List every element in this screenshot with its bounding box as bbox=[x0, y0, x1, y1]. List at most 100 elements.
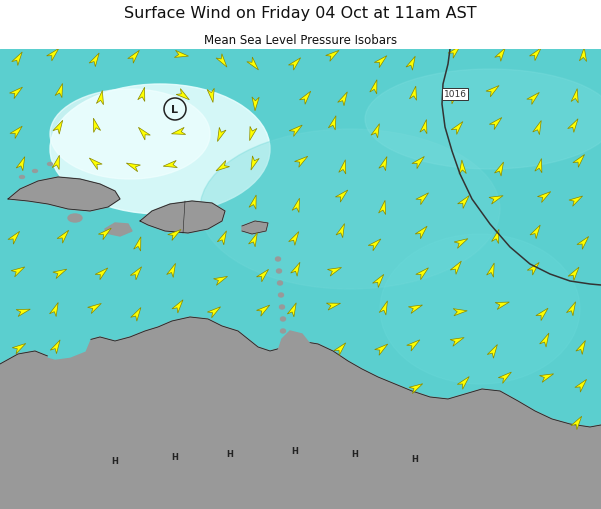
Polygon shape bbox=[171, 128, 186, 135]
Polygon shape bbox=[8, 178, 120, 212]
Polygon shape bbox=[448, 47, 460, 59]
Polygon shape bbox=[0, 318, 601, 509]
Polygon shape bbox=[328, 268, 341, 276]
Polygon shape bbox=[50, 340, 60, 354]
Polygon shape bbox=[251, 157, 259, 171]
Polygon shape bbox=[540, 333, 549, 347]
Polygon shape bbox=[89, 54, 99, 68]
Ellipse shape bbox=[189, 393, 195, 397]
Polygon shape bbox=[536, 308, 548, 321]
Polygon shape bbox=[168, 230, 181, 241]
Polygon shape bbox=[289, 126, 302, 137]
Polygon shape bbox=[489, 196, 503, 205]
Polygon shape bbox=[130, 308, 141, 322]
Polygon shape bbox=[16, 309, 30, 317]
Polygon shape bbox=[495, 49, 505, 62]
Polygon shape bbox=[257, 305, 270, 317]
Polygon shape bbox=[492, 230, 499, 244]
Polygon shape bbox=[326, 51, 339, 62]
Polygon shape bbox=[374, 345, 388, 356]
Polygon shape bbox=[138, 128, 150, 140]
Polygon shape bbox=[335, 191, 348, 203]
Polygon shape bbox=[486, 87, 499, 98]
Polygon shape bbox=[140, 202, 225, 234]
Polygon shape bbox=[126, 164, 141, 173]
Polygon shape bbox=[172, 300, 183, 314]
Polygon shape bbox=[138, 88, 145, 102]
Polygon shape bbox=[576, 341, 585, 355]
Polygon shape bbox=[527, 93, 539, 105]
Text: Surface Wind on Friday 04 Oct at 11am AST: Surface Wind on Friday 04 Oct at 11am AS… bbox=[124, 7, 477, 21]
Ellipse shape bbox=[177, 391, 183, 395]
Ellipse shape bbox=[165, 389, 171, 393]
Polygon shape bbox=[416, 268, 429, 280]
Polygon shape bbox=[571, 90, 578, 104]
Polygon shape bbox=[571, 416, 582, 430]
Ellipse shape bbox=[278, 293, 284, 297]
Polygon shape bbox=[218, 232, 227, 245]
Ellipse shape bbox=[290, 383, 299, 390]
Text: H: H bbox=[291, 446, 299, 456]
Polygon shape bbox=[328, 117, 336, 131]
Ellipse shape bbox=[302, 387, 308, 391]
Polygon shape bbox=[498, 373, 511, 384]
Polygon shape bbox=[368, 239, 381, 251]
Polygon shape bbox=[249, 233, 257, 247]
Polygon shape bbox=[339, 160, 346, 175]
Polygon shape bbox=[48, 334, 90, 359]
Ellipse shape bbox=[380, 235, 580, 384]
Polygon shape bbox=[336, 224, 344, 238]
Polygon shape bbox=[8, 232, 20, 245]
Polygon shape bbox=[459, 161, 466, 175]
Polygon shape bbox=[416, 193, 429, 205]
Polygon shape bbox=[252, 98, 259, 111]
Polygon shape bbox=[408, 305, 423, 314]
Polygon shape bbox=[450, 262, 462, 275]
Polygon shape bbox=[454, 239, 468, 249]
Polygon shape bbox=[292, 199, 299, 213]
Polygon shape bbox=[453, 309, 467, 316]
Polygon shape bbox=[287, 303, 296, 317]
Polygon shape bbox=[12, 53, 22, 66]
Polygon shape bbox=[371, 125, 379, 138]
Polygon shape bbox=[527, 263, 539, 275]
Polygon shape bbox=[93, 119, 100, 133]
Polygon shape bbox=[370, 80, 377, 95]
Polygon shape bbox=[579, 48, 587, 63]
Polygon shape bbox=[409, 87, 416, 101]
Polygon shape bbox=[495, 302, 510, 310]
Polygon shape bbox=[457, 377, 469, 389]
Polygon shape bbox=[47, 49, 59, 62]
Polygon shape bbox=[291, 263, 300, 277]
Polygon shape bbox=[166, 264, 175, 278]
Text: 1016: 1016 bbox=[444, 90, 466, 99]
Polygon shape bbox=[566, 302, 576, 316]
Polygon shape bbox=[569, 196, 582, 207]
Polygon shape bbox=[575, 380, 587, 392]
Polygon shape bbox=[247, 58, 258, 71]
Text: H: H bbox=[352, 449, 358, 459]
Text: Mean Sea Level Pressure Isobars: Mean Sea Level Pressure Isobars bbox=[204, 35, 397, 47]
Polygon shape bbox=[457, 196, 469, 209]
Polygon shape bbox=[49, 303, 58, 317]
Polygon shape bbox=[213, 277, 228, 286]
Ellipse shape bbox=[281, 342, 287, 345]
Polygon shape bbox=[379, 301, 388, 316]
Ellipse shape bbox=[200, 130, 500, 290]
Polygon shape bbox=[288, 232, 299, 246]
Polygon shape bbox=[374, 56, 387, 69]
Polygon shape bbox=[216, 161, 230, 172]
Polygon shape bbox=[278, 331, 310, 359]
Polygon shape bbox=[532, 121, 542, 135]
Polygon shape bbox=[130, 267, 142, 280]
Polygon shape bbox=[57, 231, 69, 244]
Polygon shape bbox=[495, 163, 504, 177]
Ellipse shape bbox=[50, 85, 270, 215]
Ellipse shape bbox=[284, 353, 288, 356]
Polygon shape bbox=[249, 127, 257, 142]
Polygon shape bbox=[407, 340, 420, 351]
Text: H: H bbox=[227, 449, 233, 459]
Polygon shape bbox=[128, 51, 139, 64]
Polygon shape bbox=[216, 54, 227, 68]
Polygon shape bbox=[163, 161, 177, 168]
